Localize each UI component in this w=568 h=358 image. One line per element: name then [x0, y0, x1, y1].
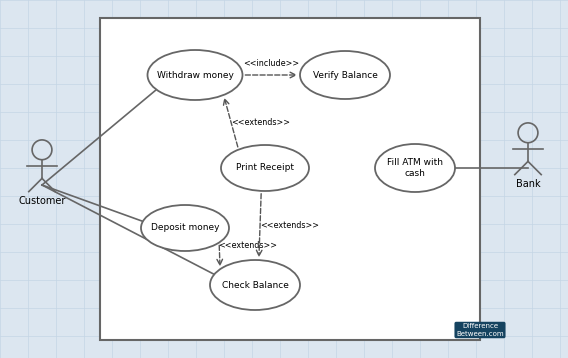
Text: Verify Balance: Verify Balance — [312, 71, 378, 79]
Ellipse shape — [148, 50, 243, 100]
Ellipse shape — [221, 145, 309, 191]
Text: Check Balance: Check Balance — [222, 281, 289, 290]
Text: <<extends>>: <<extends>> — [261, 221, 320, 230]
Text: Bank: Bank — [516, 179, 540, 189]
Ellipse shape — [300, 51, 390, 99]
Ellipse shape — [141, 205, 229, 251]
Text: Difference
Between.com: Difference Between.com — [456, 324, 504, 337]
Bar — [100, 18, 480, 340]
Text: <<include>>: <<include>> — [243, 58, 299, 68]
Ellipse shape — [375, 144, 455, 192]
Ellipse shape — [210, 260, 300, 310]
Text: Withdraw money: Withdraw money — [157, 71, 233, 79]
Text: Customer: Customer — [18, 196, 66, 206]
Text: Deposit money: Deposit money — [151, 223, 219, 232]
Text: Print Receipt: Print Receipt — [236, 164, 294, 173]
Text: Fill ATM with
cash: Fill ATM with cash — [387, 158, 443, 178]
Text: <<extends>>: <<extends>> — [218, 241, 277, 250]
Text: <<extends>>: <<extends>> — [232, 118, 291, 127]
